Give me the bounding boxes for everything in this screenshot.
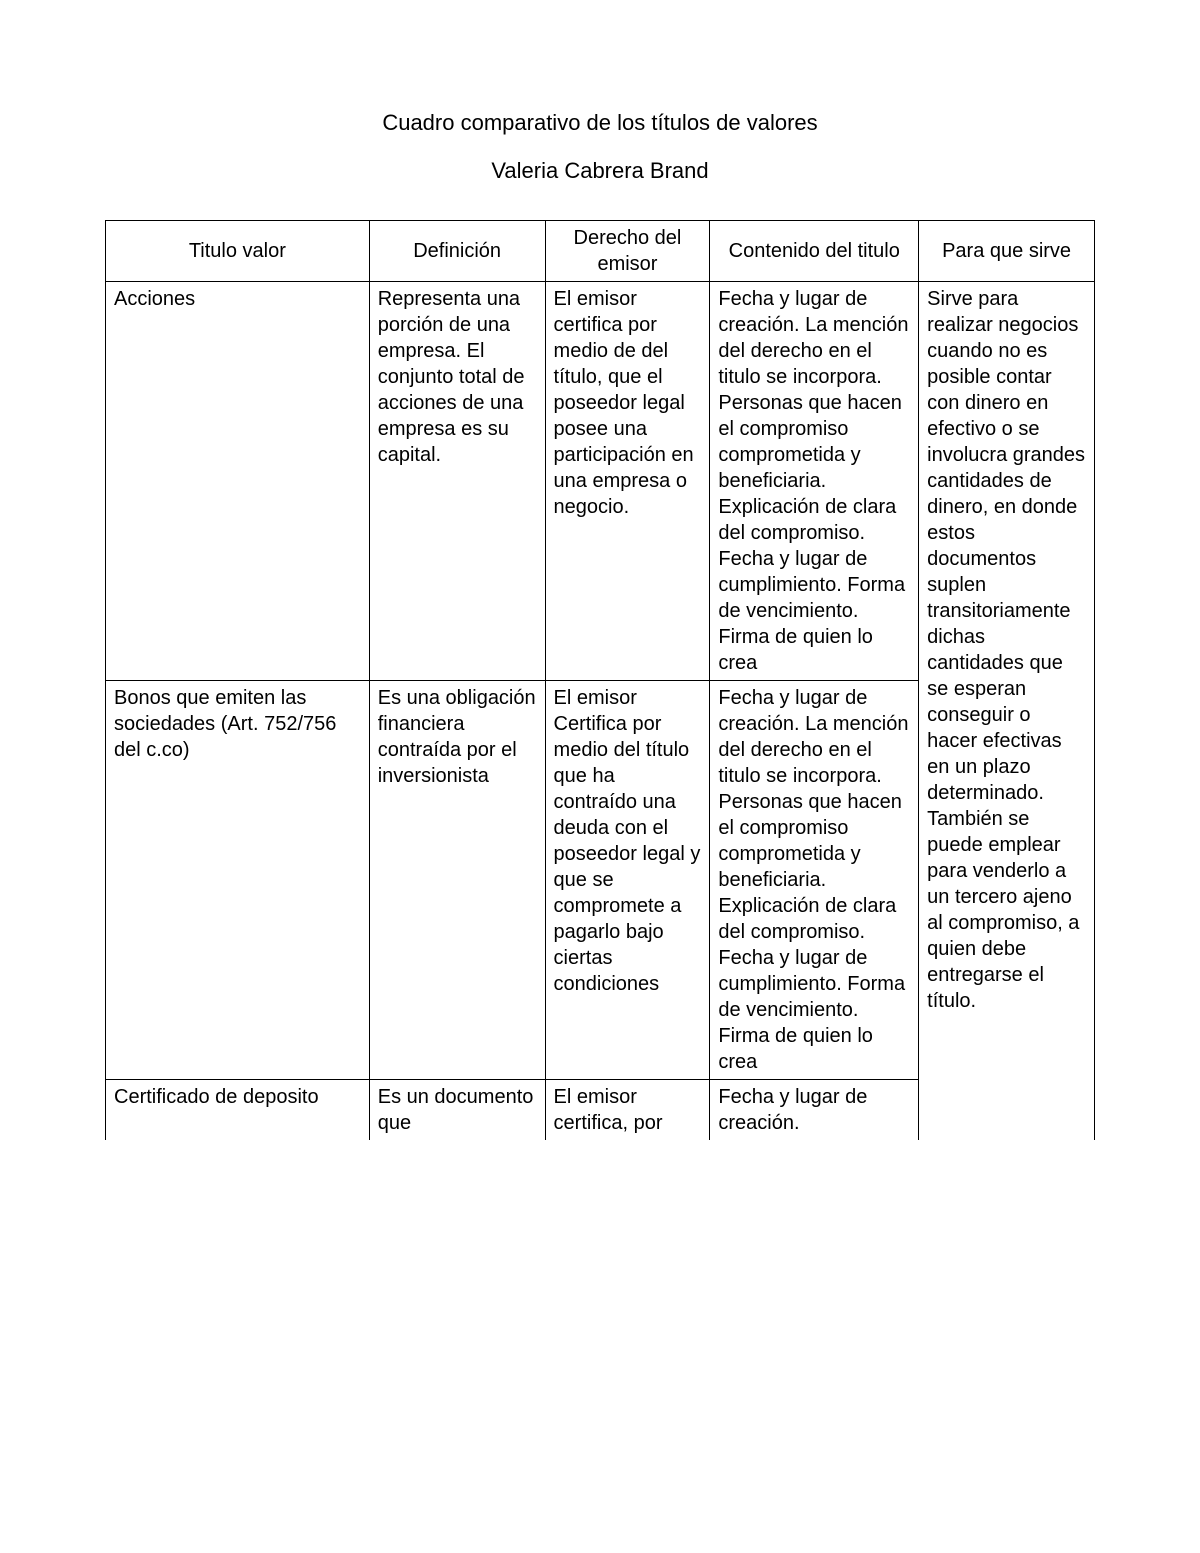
document-title: Cuadro comparativo de los títulos de val… [105, 110, 1095, 136]
cell-para-que-sirve: Sirve para realizar negocios cuando no e… [919, 282, 1095, 1141]
document-author: Valeria Cabrera Brand [105, 158, 1095, 184]
col-header-titulo: Titulo valor [106, 221, 370, 282]
cell-derecho: El emisor Certifica por medio del título… [545, 681, 710, 1080]
cell-titulo: Bonos que emiten las sociedades (Art. 75… [106, 681, 370, 1080]
cell-titulo: Acciones [106, 282, 370, 681]
cell-contenido: Fecha y lugar de creación. La mención de… [710, 282, 919, 681]
col-header-contenido: Contenido del titulo [710, 221, 919, 282]
cell-derecho: El emisor certifica por medio de del tít… [545, 282, 710, 681]
cell-definicion: Representa una porción de una empresa. E… [369, 282, 545, 681]
cell-contenido: Fecha y lugar de creación. La mención de… [710, 681, 919, 1080]
cell-definicion: Es una obligación financiera contraída p… [369, 681, 545, 1080]
col-header-para-que-sirve: Para que sirve [919, 221, 1095, 282]
cell-contenido: Fecha y lugar de creación. [710, 1080, 919, 1141]
table-header-row: Titulo valor Definición Derecho del emis… [106, 221, 1095, 282]
col-header-definicion: Definición [369, 221, 545, 282]
table-row: Acciones Representa una porción de una e… [106, 282, 1095, 681]
cell-derecho: El emisor certifica, por [545, 1080, 710, 1141]
col-header-derecho: Derecho del emisor [545, 221, 710, 282]
comparison-table: Titulo valor Definición Derecho del emis… [105, 220, 1095, 1140]
cell-titulo: Certificado de deposito [106, 1080, 370, 1141]
cell-definicion: Es un documento que [369, 1080, 545, 1141]
